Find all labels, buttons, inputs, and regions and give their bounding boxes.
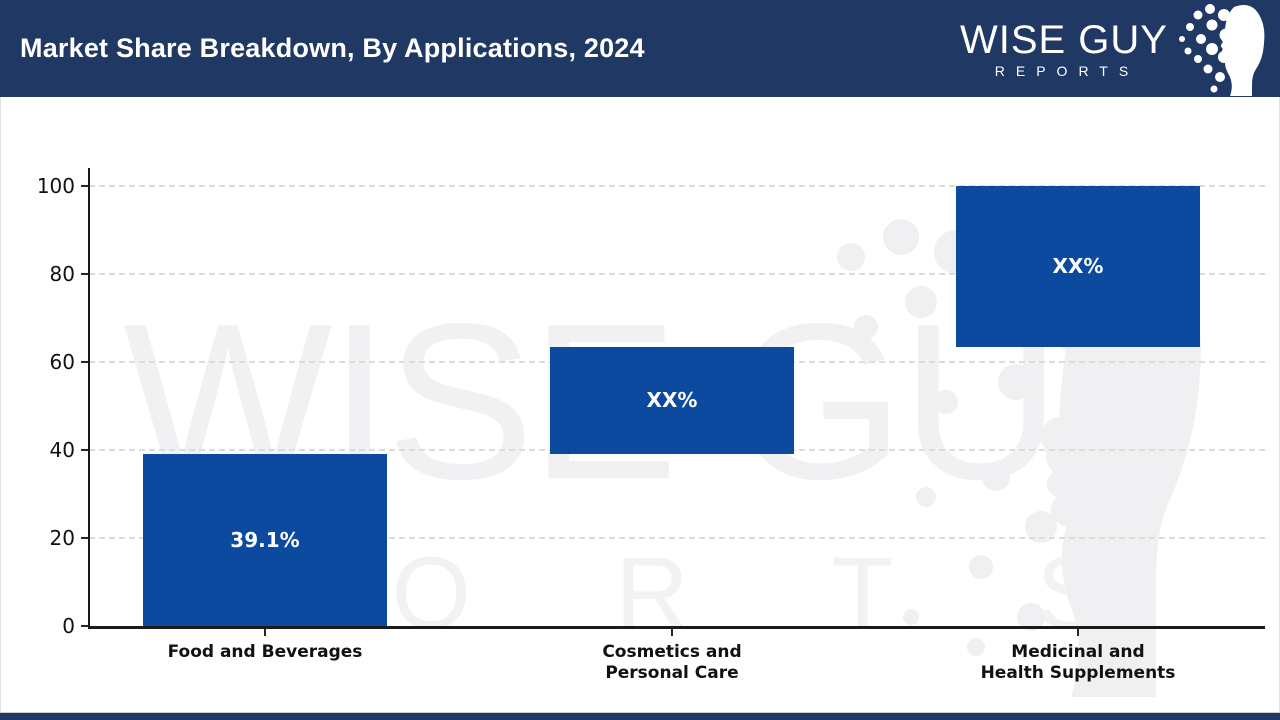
y-tick-label-80: 80 — [49, 262, 75, 286]
bar-segment-0: 39.1% — [143, 453, 387, 626]
y-tick-label-100: 100 — [36, 174, 75, 198]
y-tick-20 — [81, 537, 88, 539]
y-tick-100 — [81, 185, 88, 187]
x-tick-0 — [264, 629, 266, 636]
y-axis-line — [88, 168, 90, 628]
logo-face-icon — [1179, 4, 1265, 96]
y-tick-label-40: 40 — [49, 438, 75, 462]
gridline-80 — [89, 273, 1265, 275]
bar-segment-1: XX% — [550, 346, 794, 454]
gridline-100 — [89, 185, 1265, 187]
footer-band — [0, 713, 1280, 720]
x-tick-1 — [671, 629, 673, 636]
y-tick-label-20: 20 — [49, 526, 75, 550]
x-tick-2 — [1077, 629, 1079, 636]
wise-guy-logo: WISE GUY REPORTS — [960, 1, 1270, 96]
x-category-label-1: Cosmetics and Personal Care — [602, 642, 742, 684]
bar-segment-2: XX% — [956, 186, 1200, 347]
chart-title: Market Share Breakdown, By Applications,… — [20, 33, 645, 63]
header-band: Market Share Breakdown, By Applications,… — [0, 0, 1280, 97]
x-category-label-2: Medicinal and Health Supplements — [980, 642, 1176, 684]
y-tick-label-60: 60 — [49, 350, 75, 374]
y-tick-label-0: 0 — [62, 614, 75, 638]
bar-value-label-1: XX% — [646, 388, 698, 413]
plot-area: WISE GUY P O R T S 0 20 40 60 80 100 39.1% XX% X… — [0, 97, 1280, 713]
y-tick-60 — [81, 361, 88, 363]
x-axis-line — [88, 626, 1265, 629]
y-tick-80 — [81, 273, 88, 275]
y-tick-0 — [81, 625, 88, 627]
logo-text: WISE GUY REPORTS — [960, 20, 1168, 78]
logo-subtitle: REPORTS — [994, 62, 1140, 79]
logo-wordmark: WISE GUY — [959, 17, 1168, 62]
gridline-20 — [89, 537, 1265, 539]
x-category-label-0: Food and Beverages — [167, 642, 363, 662]
bar-value-label-0: 39.1% — [230, 527, 300, 552]
bar-value-label-2: XX% — [1052, 254, 1104, 279]
y-tick-40 — [81, 449, 88, 451]
